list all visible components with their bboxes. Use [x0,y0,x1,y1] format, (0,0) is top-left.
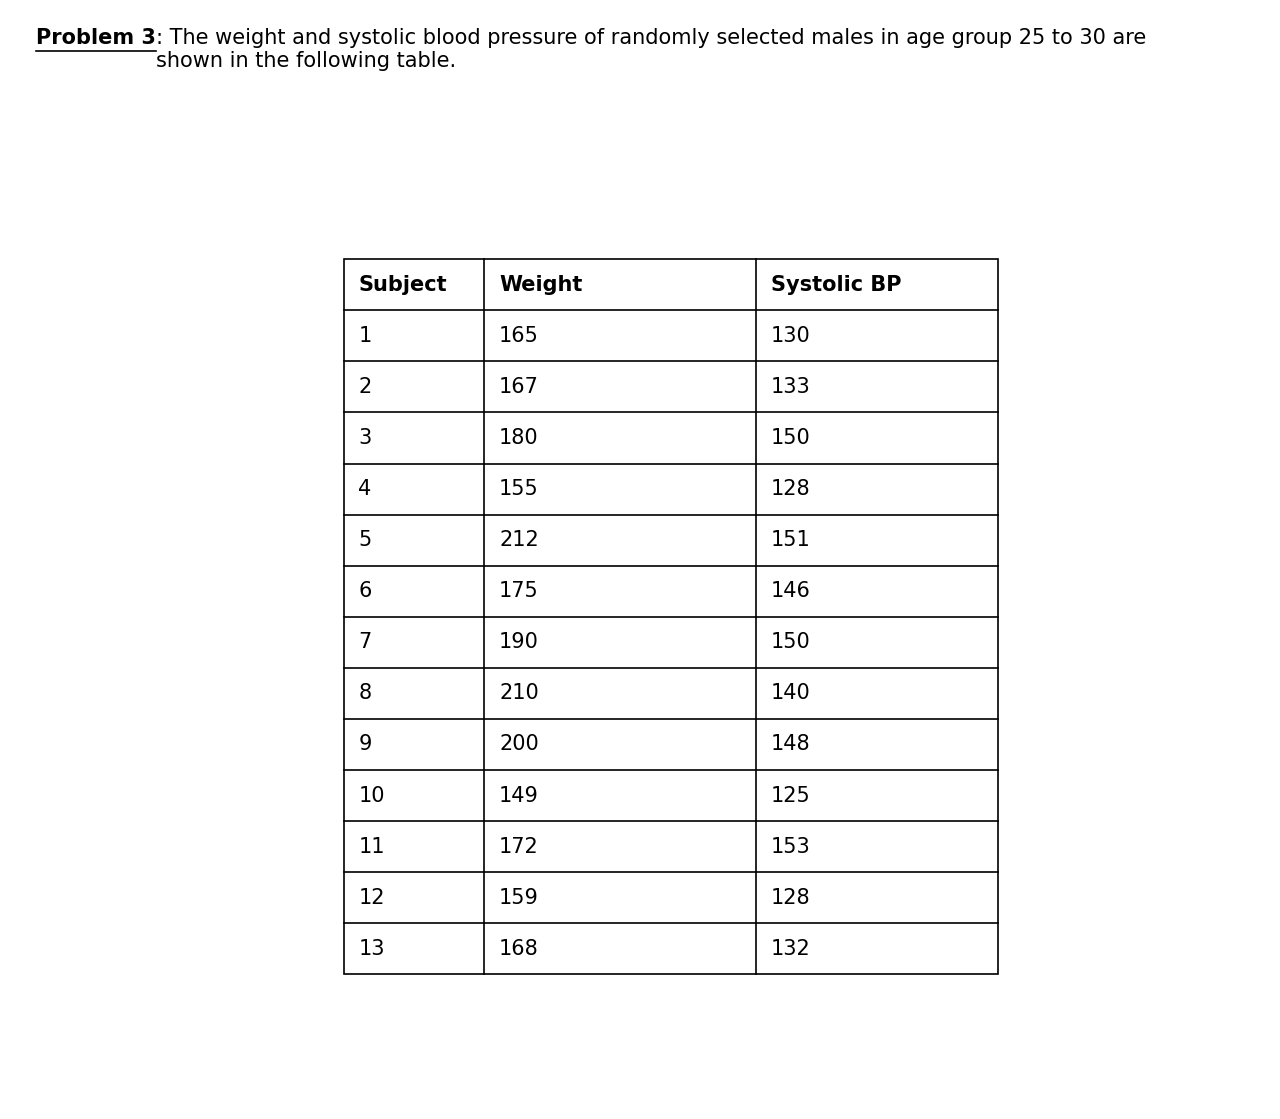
Text: 9: 9 [358,734,371,754]
Text: 153: 153 [771,837,810,857]
Text: 150: 150 [771,632,810,652]
Text: 140: 140 [771,684,810,704]
Text: 180: 180 [499,427,539,448]
Text: 172: 172 [499,837,539,857]
Text: 200: 200 [499,734,539,754]
Text: 150: 150 [771,427,810,448]
Text: 11: 11 [358,837,385,857]
Text: 4: 4 [358,479,371,499]
Text: 5: 5 [358,530,371,551]
Text: 165: 165 [499,326,539,346]
Text: 148: 148 [771,734,810,754]
Text: 128: 128 [771,479,810,499]
Text: 130: 130 [771,326,810,346]
Bar [343,260,998,975]
Text: 146: 146 [771,581,810,601]
Text: Problem 3: Problem 3 [36,28,156,48]
Text: 190: 190 [499,632,539,652]
Text: 10: 10 [358,786,385,806]
Text: 133: 133 [771,377,810,397]
Text: Subject: Subject [358,275,447,294]
Text: 149: 149 [499,786,539,806]
Text: 175: 175 [499,581,539,601]
Text: 155: 155 [499,479,539,499]
Text: 151: 151 [771,530,810,551]
Text: 12: 12 [358,887,385,908]
Text: 125: 125 [771,786,810,806]
Text: 132: 132 [771,939,810,959]
Text: : The weight and systolic blood pressure of randomly selected males in age group: : The weight and systolic blood pressure… [156,28,1146,72]
Text: 8: 8 [358,684,371,704]
Text: 159: 159 [499,887,539,908]
Text: 13: 13 [358,939,385,959]
Text: Weight: Weight [499,275,582,294]
Text: 210: 210 [499,684,539,704]
Text: 128: 128 [771,887,810,908]
Text: 6: 6 [358,581,371,601]
Text: 167: 167 [499,377,539,397]
Text: 168: 168 [499,939,539,959]
Text: 212: 212 [499,530,539,551]
Text: 3: 3 [358,427,371,448]
Text: 2: 2 [358,377,371,397]
Text: 7: 7 [358,632,371,652]
Text: 1: 1 [358,326,371,346]
Text: Systolic BP: Systolic BP [771,275,901,294]
